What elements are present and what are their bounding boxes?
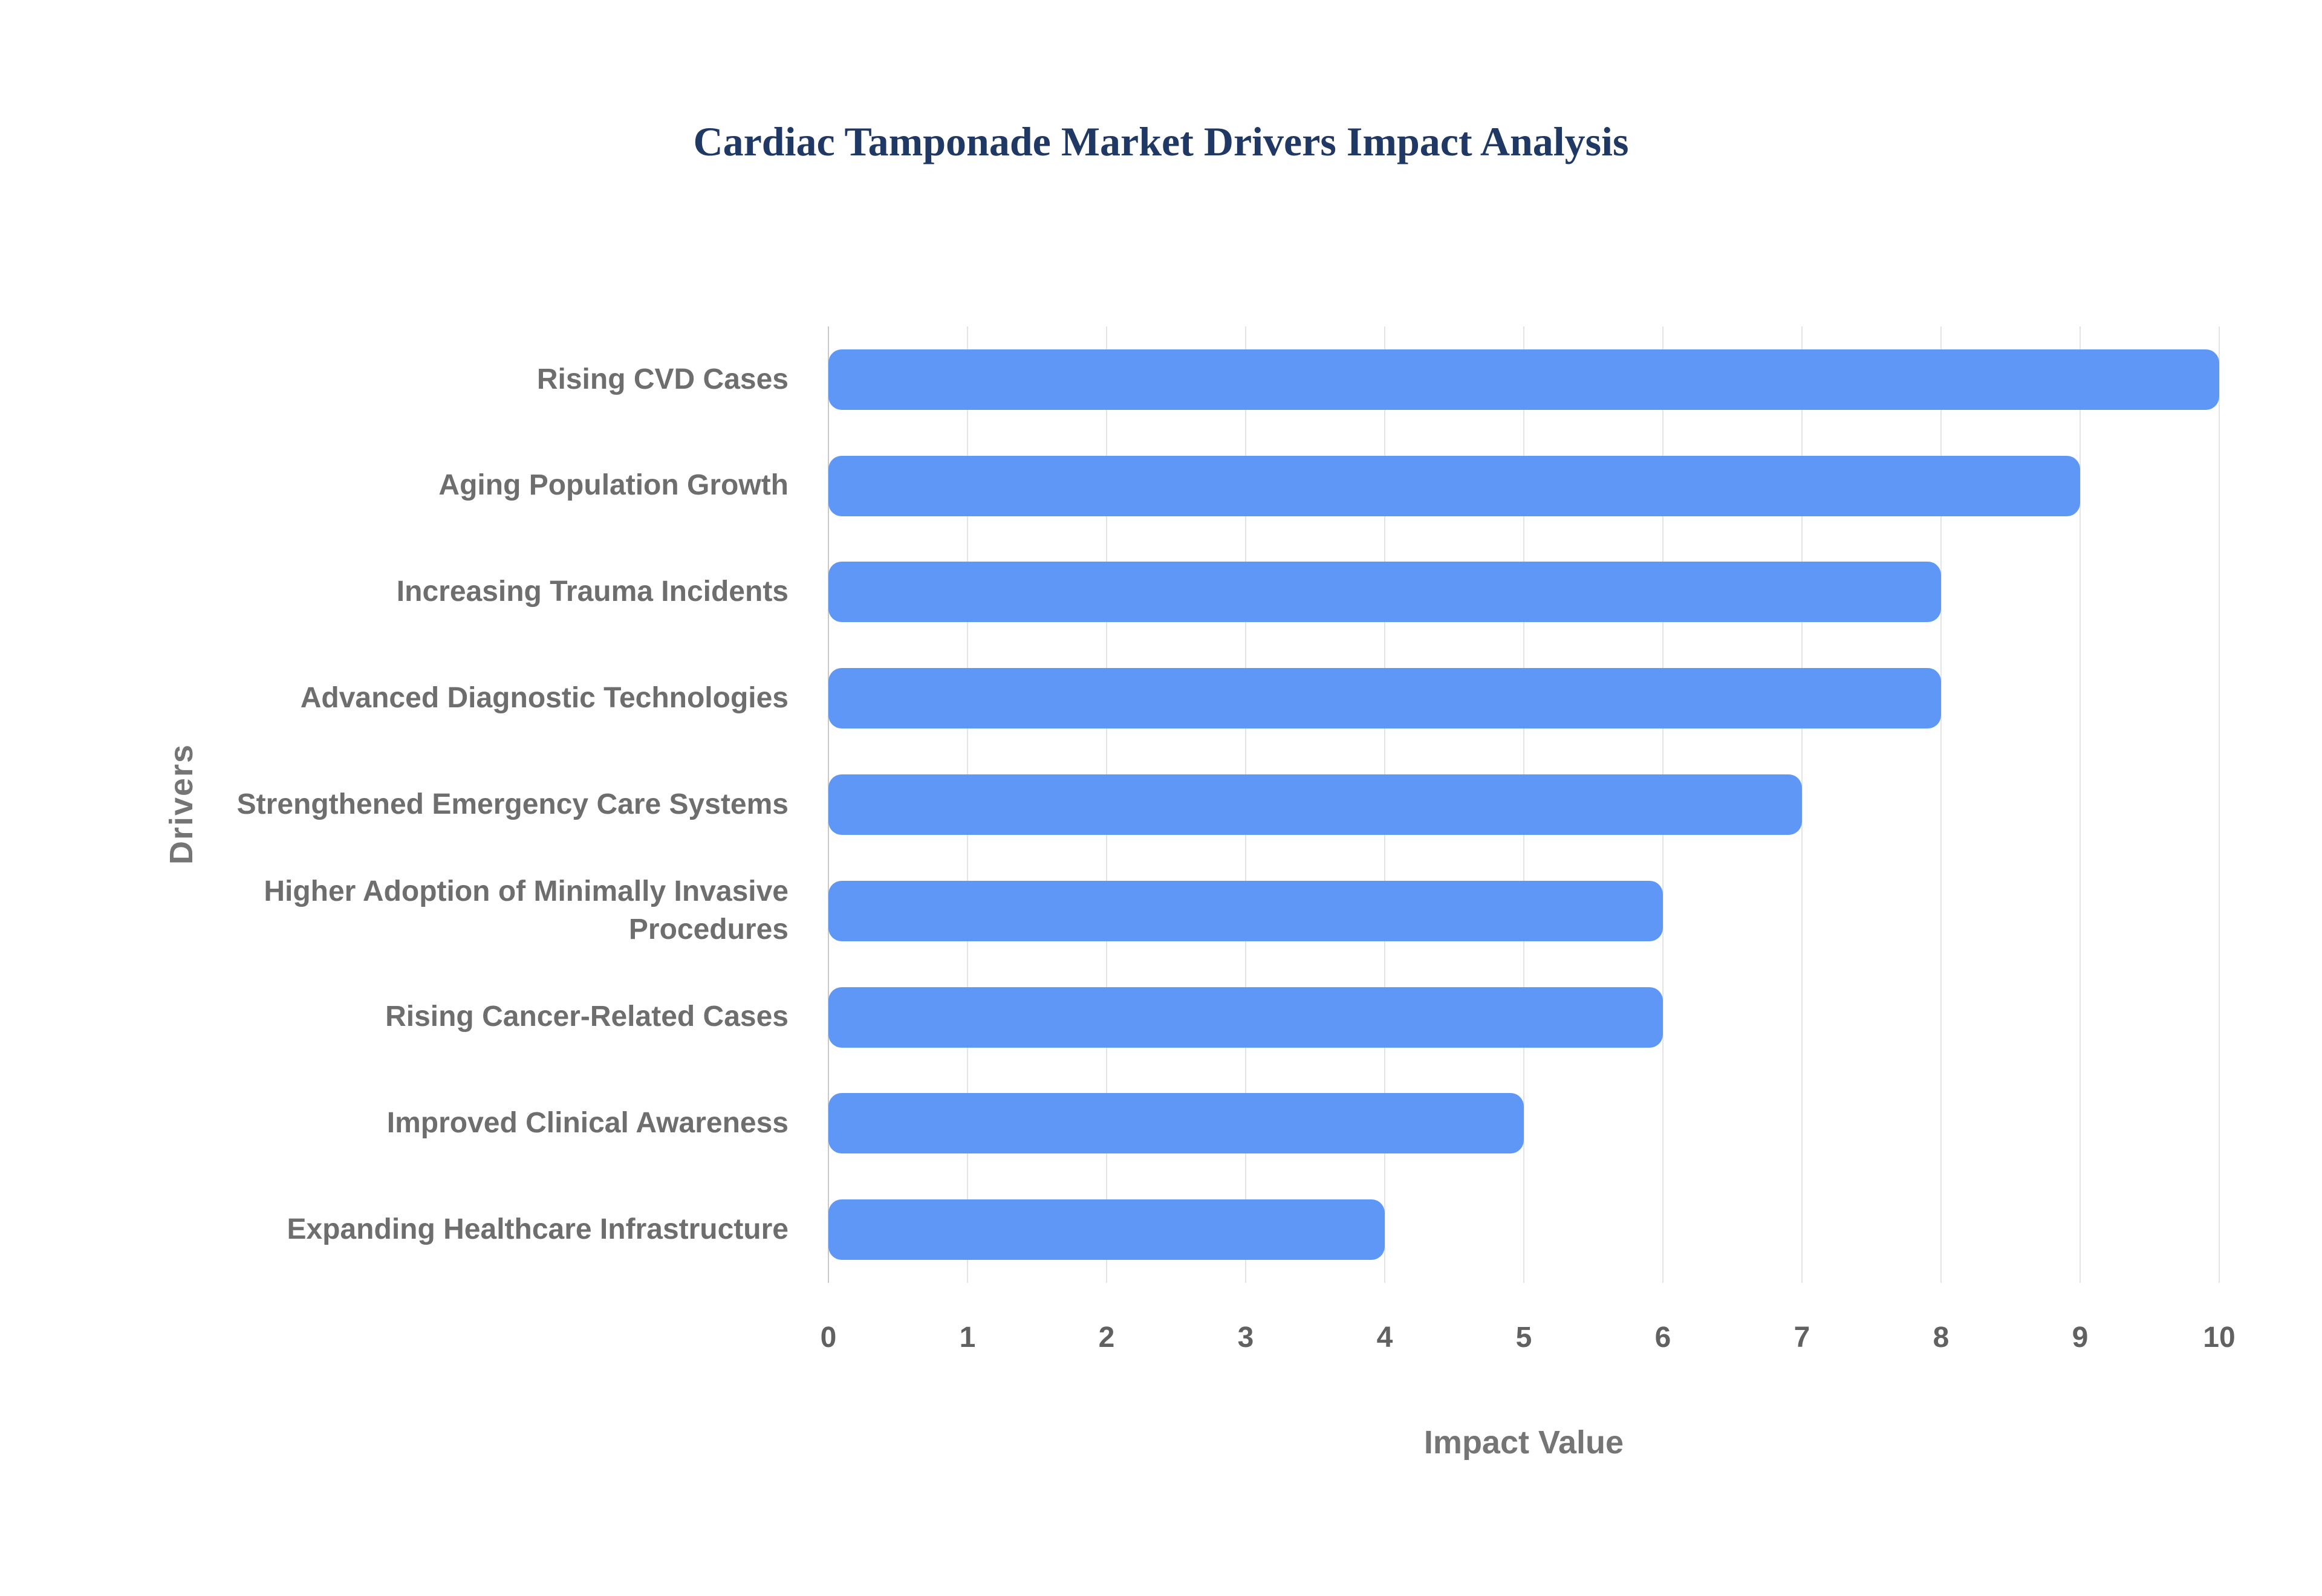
y-axis-title: Drivers [163, 743, 200, 865]
bar [828, 987, 1663, 1048]
bar [828, 562, 1941, 623]
bar-row [828, 751, 2219, 858]
category-label: Improved Clinical Awareness [386, 1107, 789, 1140]
x-axis-title: Impact Value [1423, 1424, 1624, 1461]
x-tick-label: 6 [1654, 1322, 1671, 1354]
bar-row [828, 964, 2219, 1071]
x-tick-label: 9 [2072, 1322, 2089, 1354]
x-tick-label: 3 [1237, 1322, 1254, 1354]
gridline [2219, 326, 2220, 1283]
bar [828, 880, 1663, 941]
chart-title: Cardiac Tamponade Market Drivers Impact … [693, 118, 1629, 164]
x-tick-label: 2 [1098, 1322, 1115, 1354]
bar-row [828, 858, 2219, 964]
bar-row [828, 1070, 2219, 1176]
x-tick-label: 5 [1515, 1322, 1532, 1354]
category-label: Rising Cancer-Related Cases [385, 1001, 789, 1033]
bar [828, 1199, 1385, 1260]
bar [828, 774, 1802, 835]
category-label: Advanced Diagnostic Technologies [300, 682, 789, 715]
bar-rows [828, 326, 2219, 1283]
category-label: Rising CVD Cases [536, 363, 789, 395]
bar-row [828, 433, 2219, 539]
gridline [2080, 326, 2081, 1283]
bar-row [828, 645, 2219, 751]
x-tick-label: 8 [1933, 1322, 1950, 1354]
x-tick-label: 0 [820, 1322, 837, 1354]
category-label: Strengthened Emergency Care Systems [236, 788, 789, 820]
category-label: Higher Adoption of Minimally Invasive Pr… [264, 875, 789, 946]
category-label: Increasing Trauma Incidents [396, 576, 789, 608]
gridline [1801, 326, 1803, 1283]
bar [828, 668, 1941, 729]
x-tick-label: 10 [2203, 1322, 2236, 1354]
bar [828, 349, 2219, 410]
y-axis-category-labels: Rising CVD Cases Aging Population Growth I… [230, 326, 810, 1283]
x-tick-label: 4 [1376, 1322, 1393, 1354]
x-axis-tick-labels: 0 1 2 3 4 5 6 7 8 9 10 [821, 1321, 2236, 1363]
x-tick-label: 7 [1794, 1322, 1810, 1354]
gridline [1940, 326, 1942, 1283]
bar-row [828, 539, 2219, 646]
bar-row [828, 1176, 2219, 1283]
category-label: Expanding Healthcare Infrastructure [287, 1213, 789, 1245]
plot-area [828, 326, 2220, 1283]
bar-row [828, 326, 2219, 433]
x-tick-label: 1 [959, 1322, 976, 1354]
bar [828, 455, 2080, 516]
bar [828, 1093, 1524, 1154]
category-label: Aging Population Growth [438, 469, 789, 502]
